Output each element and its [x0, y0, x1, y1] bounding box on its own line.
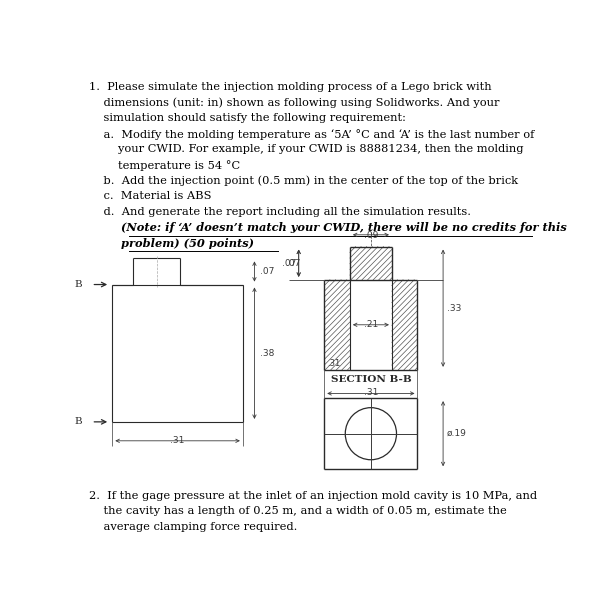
Text: SECTION B-B: SECTION B-B: [331, 375, 411, 384]
Text: 2.  If the gage pressure at the inlet of an injection mold cavity is 10 MPa, and: 2. If the gage pressure at the inlet of …: [89, 491, 537, 501]
Text: .07: .07: [285, 259, 300, 268]
Text: .09: .09: [364, 231, 378, 239]
Text: temperature is 54 °C: temperature is 54 °C: [89, 160, 240, 171]
Text: .31: .31: [327, 359, 340, 368]
Text: .38: .38: [260, 349, 275, 358]
Text: dimensions (unit: in) shown as following using Solidworks. And your: dimensions (unit: in) shown as following…: [89, 97, 499, 108]
Text: .07: .07: [282, 259, 296, 268]
Text: .21: .21: [364, 320, 378, 328]
Text: problem) (50 points): problem) (50 points): [89, 238, 254, 249]
Text: the cavity has a length of 0.25 m, and a width of 0.05 m, estimate the: the cavity has a length of 0.25 m, and a…: [89, 506, 507, 516]
Text: simulation should satisfy the following requirement:: simulation should satisfy the following …: [89, 113, 406, 123]
Text: a.  Modify the molding temperature as ‘5A’ °C and ‘A’ is the last number of: a. Modify the molding temperature as ‘5A…: [89, 129, 534, 140]
Text: your CWID. For example, if your CWID is 88881234, then the molding: your CWID. For example, if your CWID is …: [89, 145, 523, 154]
Text: (Note: if ‘A’ doesn’t match your CWID, there will be no credits for this: (Note: if ‘A’ doesn’t match your CWID, t…: [89, 223, 567, 234]
Text: B: B: [75, 418, 82, 426]
Text: .31: .31: [171, 435, 185, 445]
Text: .33: .33: [447, 304, 461, 312]
Text: .31: .31: [364, 388, 378, 397]
Text: 1.  Please simulate the injection molding process of a Lego brick with: 1. Please simulate the injection molding…: [89, 82, 492, 92]
Text: B: B: [75, 280, 82, 289]
Text: c.  Material is ABS: c. Material is ABS: [89, 191, 212, 201]
Text: b.  Add the injection point (0.5 mm) in the center of the top of the brick: b. Add the injection point (0.5 mm) in t…: [89, 176, 518, 186]
Text: d.  And generate the report including all the simulation results.: d. And generate the report including all…: [89, 207, 471, 217]
Text: ø.19: ø.19: [447, 429, 467, 438]
Text: average clamping force required.: average clamping force required.: [89, 522, 297, 532]
Text: .07: .07: [260, 267, 275, 276]
